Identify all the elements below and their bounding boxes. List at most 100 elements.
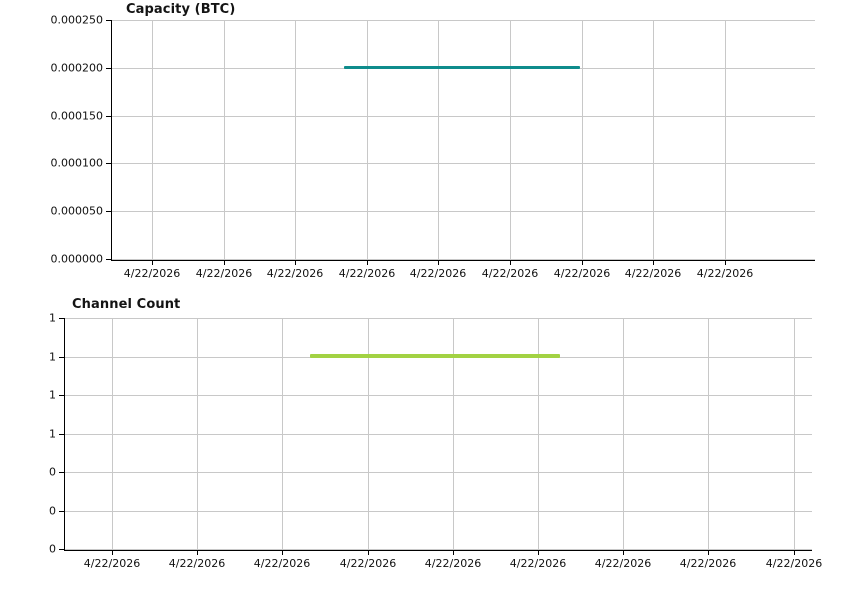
capacity-y-tick [106,211,112,212]
capacity-gridline-vertical [152,20,153,260]
channel-count-x-tick [538,550,539,555]
capacity-y-tick [106,116,112,117]
channel-count-y-tick-label: 1 [49,311,56,325]
channel-count-gridline-vertical [453,318,454,550]
capacity-x-tick-label: 4/22/2026 [696,267,754,280]
channel-count-chart-panel: Channel Count 1 1 1 1 0 0 0 4/22/2026 4/22/2026 4… [0,292,860,600]
channel-count-x-tick-label: 4/22/2026 [83,557,141,570]
capacity-x-tick [510,260,511,265]
capacity-x-tick-label: 4/22/2026 [123,267,181,280]
capacity-gridline-vertical [653,20,654,260]
channel-count-x-tick-label: 4/22/2026 [253,557,311,570]
channel-count-gridline-vertical [794,318,795,550]
channel-count-plot-area [65,318,812,550]
capacity-x-tick-label: 4/22/2026 [266,267,324,280]
capacity-x-tick [152,260,153,265]
channel-count-y-tick-label: 0 [49,504,56,518]
capacity-gridline-horizontal [112,163,815,164]
capacity-y-tick-label: 0.000000 [50,252,104,266]
channel-count-gridline-vertical [112,318,113,550]
capacity-y-tick [106,20,112,21]
channel-count-gridline-vertical [282,318,283,550]
capacity-y-tick-label: 0.000100 [50,156,104,170]
channel-count-y-tick-label: 0 [49,542,56,556]
channel-count-y-tick [59,472,65,473]
capacity-x-tick-label: 4/22/2026 [624,267,682,280]
channel-count-x-tick [708,550,709,555]
capacity-chart-title: Capacity (BTC) [126,2,236,17]
channel-count-x-tick-label: 4/22/2026 [765,557,823,570]
capacity-series-line [344,66,580,69]
channel-count-x-tick-label: 4/22/2026 [509,557,567,570]
channel-count-gridline-vertical [197,318,198,550]
channel-count-x-axis [64,550,812,551]
channel-count-y-tick [59,395,65,396]
capacity-gridline-horizontal [112,259,815,260]
capacity-x-tick-label: 4/22/2026 [409,267,467,280]
capacity-y-axis [111,20,112,261]
capacity-x-tick-label: 4/22/2026 [553,267,611,280]
capacity-x-tick [367,260,368,265]
capacity-x-tick [582,260,583,265]
capacity-y-tick-label: 0.000050 [50,204,104,218]
capacity-gridline-vertical [224,20,225,260]
channel-count-series-line [310,354,560,358]
capacity-x-tick-label: 4/22/2026 [338,267,396,280]
capacity-gridline-vertical [582,20,583,260]
capacity-x-tick-label: 4/22/2026 [481,267,539,280]
capacity-x-tick [725,260,726,265]
capacity-gridline-vertical [510,20,511,260]
capacity-x-tick [653,260,654,265]
channel-count-x-tick [453,550,454,555]
channel-count-x-tick [197,550,198,555]
channel-count-gridline-horizontal [65,472,812,473]
capacity-y-tick-label: 0.000250 [50,13,104,27]
capacity-gridline-vertical [295,20,296,260]
capacity-plot-area [112,20,815,260]
capacity-gridline-horizontal [112,116,815,117]
channel-count-y-tick-label: 1 [49,388,56,402]
channel-count-y-tick [59,511,65,512]
channel-count-gridline-horizontal [65,395,812,396]
capacity-gridline-vertical [725,20,726,260]
channel-count-gridline-vertical [538,318,539,550]
channel-count-x-tick [112,550,113,555]
channel-count-gridline-horizontal [65,511,812,512]
capacity-gridline-vertical [438,20,439,260]
channel-count-chart-title: Channel Count [72,297,181,312]
channel-count-x-tick-label: 4/22/2026 [594,557,652,570]
channel-count-x-tick-label: 4/22/2026 [679,557,737,570]
channel-count-y-tick-label: 0 [49,465,56,479]
capacity-x-axis [111,260,815,261]
channel-count-x-tick [623,550,624,555]
channel-count-x-tick-label: 4/22/2026 [424,557,482,570]
channel-count-x-tick-label: 4/22/2026 [339,557,397,570]
capacity-y-tick [106,68,112,69]
capacity-chart-panel: Capacity (BTC) 0.000250 0.000200 0.000150 0… [0,0,860,292]
channel-count-y-tick [59,357,65,358]
capacity-gridline-vertical [367,20,368,260]
channel-count-x-tick-label: 4/22/2026 [168,557,226,570]
channel-count-y-tick-label: 1 [49,350,56,364]
channel-count-gridline-vertical [623,318,624,550]
capacity-x-tick [438,260,439,265]
channel-count-gridline-horizontal [65,434,812,435]
channel-count-gridline-vertical [708,318,709,550]
channel-count-y-tick [59,318,65,319]
channel-count-y-tick [59,549,65,550]
capacity-y-tick-label: 0.000200 [50,61,104,75]
channel-count-y-tick [59,434,65,435]
capacity-x-tick [295,260,296,265]
capacity-gridline-horizontal [112,211,815,212]
channel-count-y-tick-label: 1 [49,427,56,441]
channel-count-x-tick [794,550,795,555]
channel-count-gridline-horizontal [65,549,812,550]
capacity-y-tick-label: 0.000150 [50,109,104,123]
channel-count-x-tick [282,550,283,555]
channel-count-gridline-vertical [368,318,369,550]
capacity-y-tick [106,163,112,164]
channel-count-x-tick [368,550,369,555]
capacity-x-tick-label: 4/22/2026 [195,267,253,280]
capacity-x-tick [224,260,225,265]
capacity-gridline-horizontal [112,20,815,21]
